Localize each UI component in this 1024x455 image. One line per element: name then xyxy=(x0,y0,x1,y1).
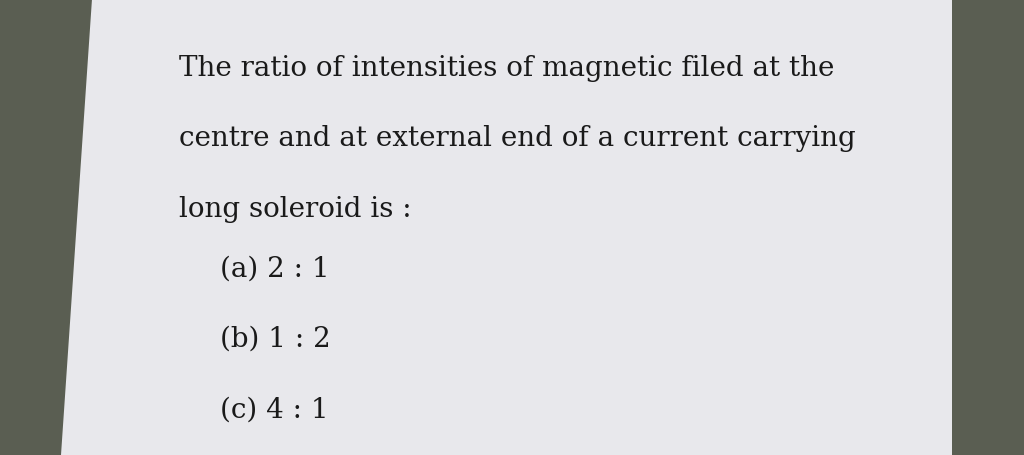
Text: The ratio of intensities of magnetic filed at the: The ratio of intensities of magnetic fil… xyxy=(179,55,835,81)
Text: (c) 4 : 1: (c) 4 : 1 xyxy=(220,396,329,423)
Text: (b) 1 : 2: (b) 1 : 2 xyxy=(220,325,331,352)
Text: centre and at external end of a current carrying: centre and at external end of a current … xyxy=(179,125,856,152)
Polygon shape xyxy=(61,0,952,455)
Text: (a) 2 : 1: (a) 2 : 1 xyxy=(220,255,330,282)
Text: long soleroid is :: long soleroid is : xyxy=(179,196,412,222)
